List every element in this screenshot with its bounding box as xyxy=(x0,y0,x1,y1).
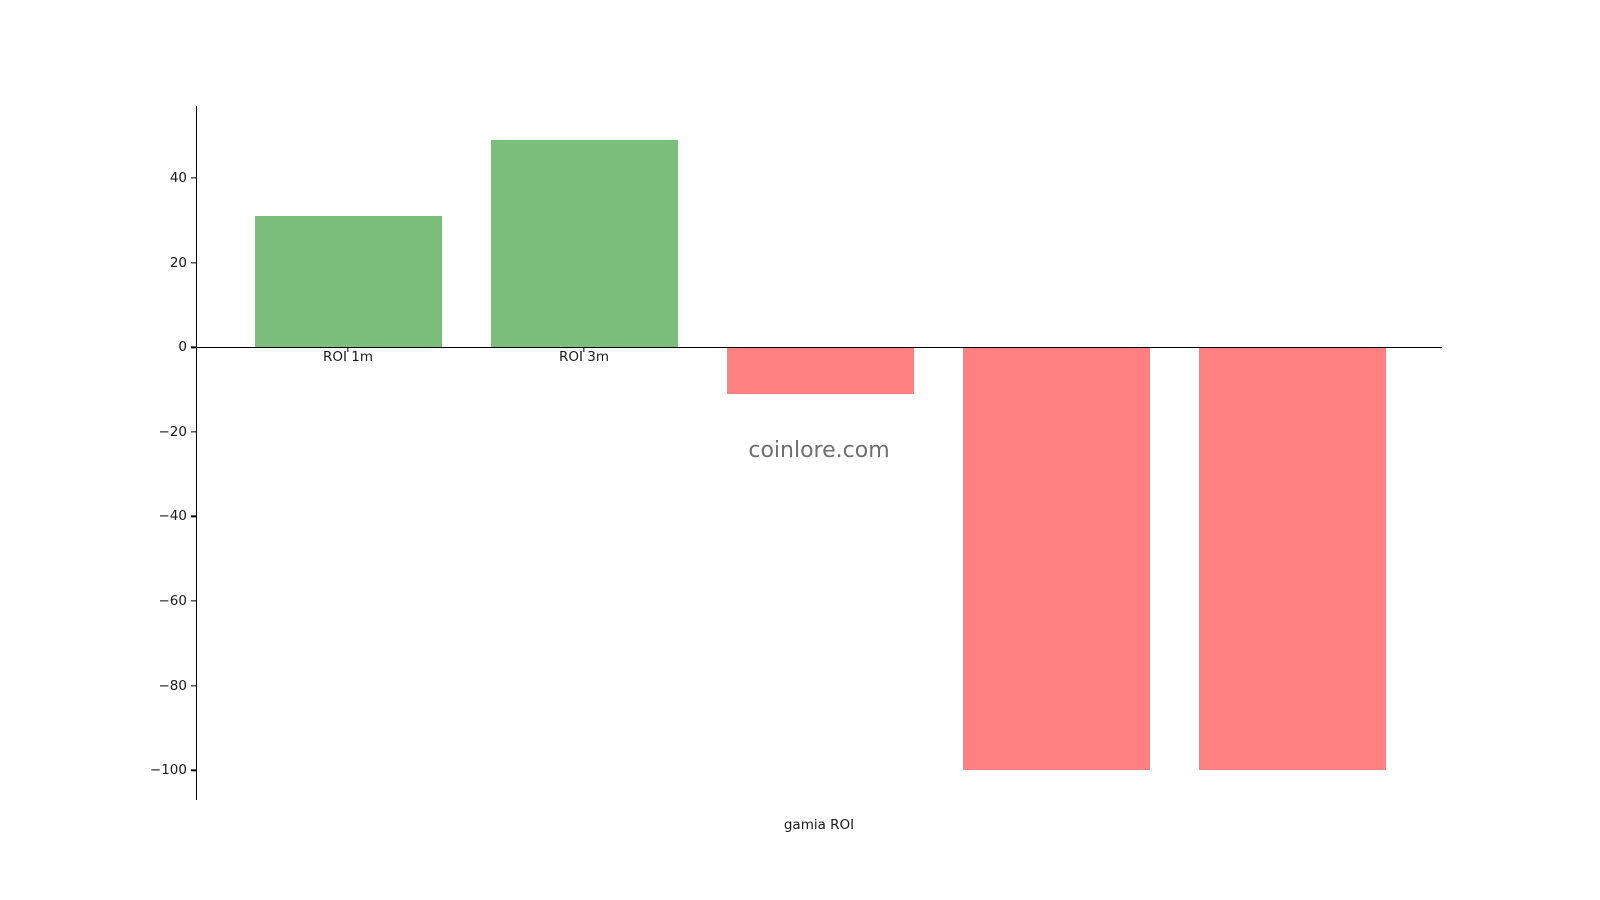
y-tick-label: 40 xyxy=(169,169,187,186)
y-tick-mark xyxy=(191,600,196,602)
x-axis-zero-line xyxy=(196,346,1442,348)
bar-roi-3m xyxy=(490,139,678,348)
y-axis-tick-layer: 40 20 0 −20 −40 −60 −80 −100 xyxy=(150,106,1442,800)
bar-roi-5 xyxy=(1198,347,1386,771)
bar-roi-3 xyxy=(726,347,914,394)
y-tick-label: −20 xyxy=(158,423,188,440)
y-tick-label: −40 xyxy=(158,508,188,525)
watermark-text: coinlore.com xyxy=(748,438,890,463)
y-tick-mark xyxy=(191,685,196,687)
bar-roi-4 xyxy=(962,347,1150,771)
y-tick-mark xyxy=(191,177,196,179)
bar-roi-1m xyxy=(254,216,442,348)
x-tick-mark xyxy=(583,347,585,352)
y-tick-label: −60 xyxy=(158,593,188,610)
x-tick-label: ROI 1m xyxy=(322,349,374,366)
y-tick-mark xyxy=(191,261,196,264)
y-tick-label: 20 xyxy=(169,254,187,271)
y-tick-label: −100 xyxy=(149,762,187,779)
y-tick-label: −80 xyxy=(158,677,188,694)
y-tick-label: 0 xyxy=(178,339,187,356)
y-tick-mark xyxy=(191,346,196,348)
y-axis-line xyxy=(196,106,198,800)
x-tick-mark xyxy=(347,347,349,352)
x-axis-title: gamia ROI xyxy=(783,817,855,833)
y-tick-mark xyxy=(191,431,196,433)
y-tick-mark xyxy=(191,515,196,518)
plot-area: 40 20 0 −20 −40 −60 −80 −100 ROI 1m ROI 3m coinl… xyxy=(150,106,1442,800)
bar-layer xyxy=(196,106,1442,800)
x-tick-label: ROI 3m xyxy=(558,349,610,366)
y-tick-mark xyxy=(191,769,196,772)
